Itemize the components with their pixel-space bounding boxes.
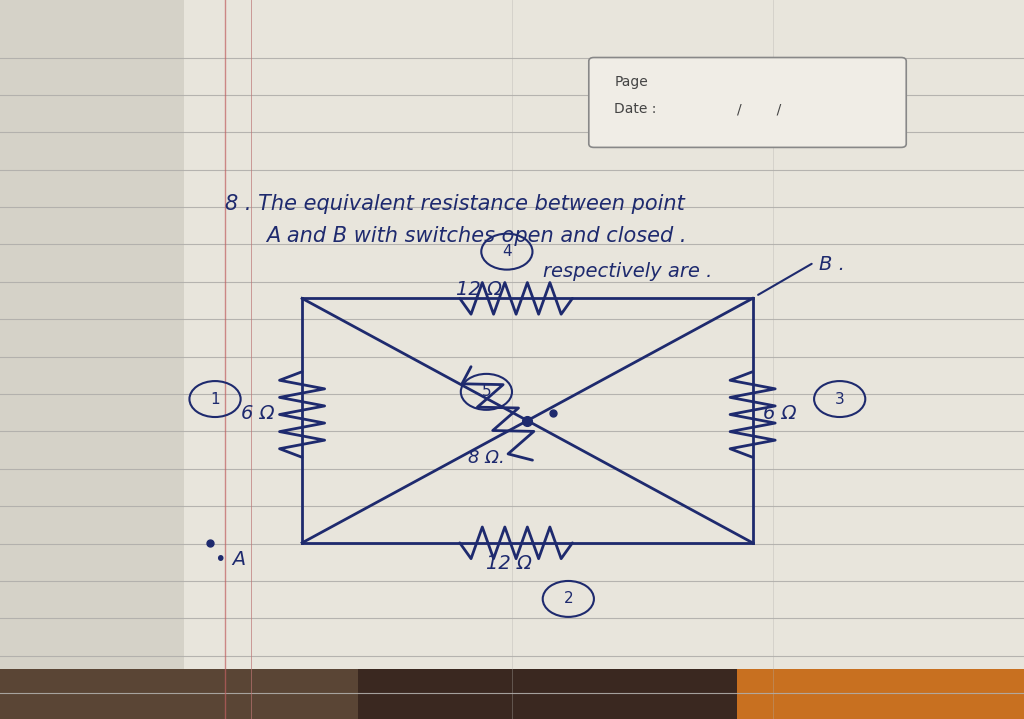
Text: respectively are .: respectively are .	[543, 262, 712, 281]
Text: 12 Ω: 12 Ω	[486, 554, 532, 572]
Text: 5: 5	[481, 385, 492, 399]
Bar	[0, 0, 184, 719]
Text: 12 Ω: 12 Ω	[456, 280, 502, 299]
Text: /        /: / /	[737, 102, 781, 116]
Text: 6 Ω: 6 Ω	[763, 404, 797, 423]
Text: 8 Ω.: 8 Ω.	[468, 449, 505, 467]
FancyBboxPatch shape	[589, 58, 906, 147]
Text: 1: 1	[210, 392, 220, 406]
Bar	[737, 669, 1024, 719]
Text: 6 Ω: 6 Ω	[241, 404, 274, 423]
Text: 8 . The equivalent resistance between point: 8 . The equivalent resistance between po…	[225, 194, 685, 214]
Text: 4: 4	[502, 244, 512, 259]
Text: Page: Page	[614, 75, 648, 89]
Bar	[0, 669, 1024, 719]
Text: B .: B .	[819, 255, 845, 274]
Text: • A: • A	[215, 550, 246, 569]
Text: Date :: Date :	[614, 102, 656, 116]
Bar	[358, 669, 737, 719]
Text: A and B with switches open and closed .: A and B with switches open and closed .	[266, 226, 687, 247]
Bar	[184, 0, 1024, 719]
Text: 3: 3	[835, 392, 845, 406]
Text: 2: 2	[563, 592, 573, 606]
